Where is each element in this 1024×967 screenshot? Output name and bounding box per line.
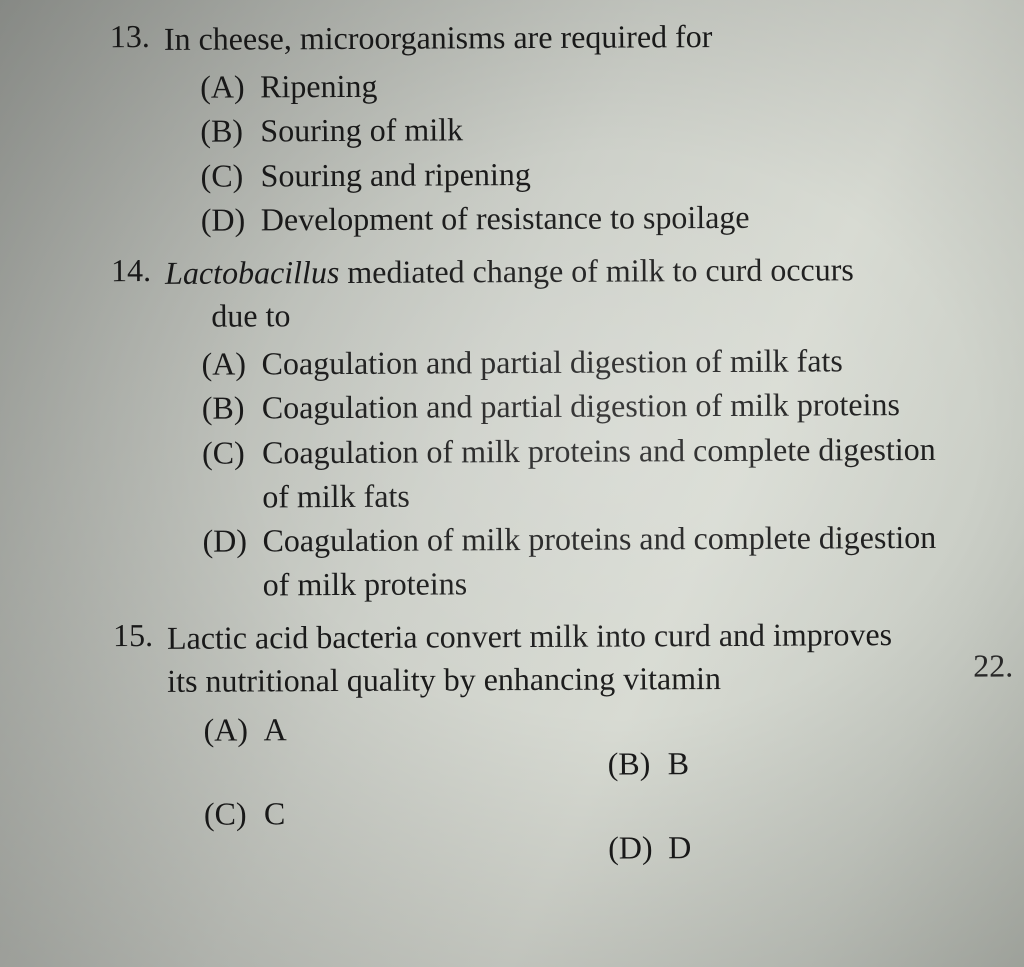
question-body: Lactobacillus mediated change of milk to… [165,248,971,608]
option-d: (D) D [608,824,972,871]
option-b: (B) B [608,739,972,786]
question-body: Lactic acid bacteria convert milk into c… [167,613,972,873]
option-text: Coagulation of milk proteins and complet… [262,515,970,607]
option-a: (A) Ripening [200,61,968,109]
option-a: (A) A [203,705,567,788]
question-13: 13. In cheese, microorganisms are requir… [88,14,969,242]
option-text: Souring of milk [260,105,968,153]
question-stem: Lactic acid bacteria convert milk into c… [167,613,971,704]
question-stem: Lactobacillus mediated change of milk to… [165,248,969,339]
stem-rest: mediated change of milk to curd occurs [339,251,854,290]
option-b: (B) Coagulation and partial digestion of… [202,382,970,430]
option-label: (B) [608,741,668,786]
option-text: Coagulation and partial digestion of mil… [262,382,970,430]
option-label: (B) [202,386,262,430]
question-14: 14. Lactobacillus mediated change of mil… [89,248,971,608]
option-text: A [263,707,287,788]
option-c: (C) Souring and ripening [200,149,968,197]
option-label: (C) [200,153,260,197]
stem-line1: Lactic acid bacteria convert milk into c… [167,616,892,656]
question-number: 15. [91,617,167,654]
option-a: (A) Coagulation and partial digestion of… [201,338,969,386]
option-d: (D) Coagulation of milk proteins and com… [202,515,970,607]
options-list: (A) Ripening (B) Souring of milk (C) Sou… [164,61,969,242]
question-body: In cheese, microorganisms are required f… [164,14,969,242]
option-label: (D) [608,826,668,871]
options-list: (A) Coagulation and partial digestion of… [165,338,970,607]
option-b: (B) Souring of milk [200,105,968,153]
option-text: Coagulation of milk proteins and complet… [262,426,970,518]
question-number: 13. [88,18,164,55]
stem-line2: its nutritional quality by enhancing vit… [167,660,721,699]
option-c: (C) C [204,790,568,873]
option-text: Development of resistance to spoilage [261,193,969,241]
option-label: (D) [201,197,261,241]
option-label: (A) [203,707,263,788]
stem-line2: due to [165,291,959,338]
option-d: (D) Development of resistance to spoilag… [201,193,969,241]
option-text: C [264,792,286,873]
option-text: B [668,741,690,786]
question-15: 15. Lactic acid bacteria convert milk in… [91,613,972,874]
option-text: D [668,825,691,870]
option-text: Ripening [260,61,968,109]
question-stem: In cheese, microorganisms are required f… [164,14,968,61]
option-label: (C) [202,430,262,519]
page-content: 13. In cheese, microorganisms are requir… [88,8,972,874]
option-label: (B) [200,109,260,153]
option-text: Coagulation and partial digestion of mil… [261,338,969,386]
option-label: (A) [200,65,260,109]
option-text: Souring and ripening [260,149,968,197]
option-c: (C) Coagulation of milk proteins and com… [202,426,970,518]
options-grid: (A) A (C) C (B) B (D) D [167,703,972,873]
stem-italic: Lactobacillus [165,254,339,291]
question-number: 14. [89,252,165,289]
option-label: (A) [201,342,261,386]
margin-question-number: 22. [973,647,1013,684]
option-label: (D) [202,518,262,607]
option-label: (C) [204,792,264,873]
